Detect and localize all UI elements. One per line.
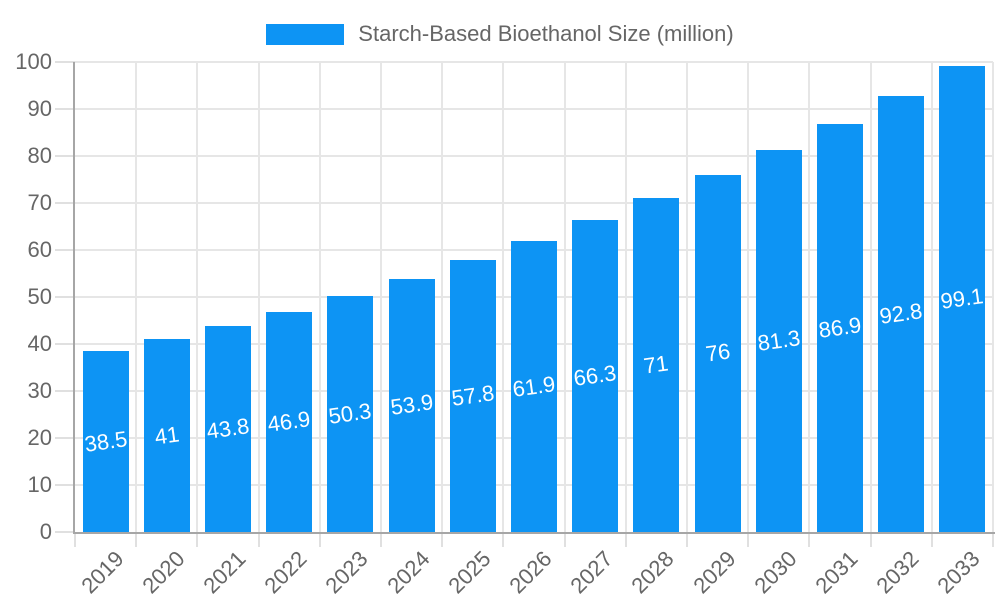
x-axis-tick-label: 2021: [198, 546, 251, 599]
y-axis-tick: [55, 249, 75, 251]
x-axis-tick-label: 2027: [565, 546, 618, 599]
gridline-vertical: [441, 62, 444, 532]
bar-2030[interactable]: [755, 149, 802, 532]
gridline-vertical: [502, 62, 505, 532]
y-axis-tick-label: 0: [39, 519, 52, 544]
x-axis-tick: [930, 532, 933, 547]
gridline-vertical: [563, 62, 566, 532]
y-axis-tick: [55, 61, 75, 63]
bar-2025[interactable]: [449, 260, 496, 532]
x-axis-tick: [502, 532, 505, 547]
bar-2033[interactable]: [939, 66, 986, 532]
x-axis-tick: [992, 532, 994, 547]
x-axis-tick: [74, 532, 76, 547]
gridline-vertical: [257, 62, 260, 532]
x-axis-tick: [257, 532, 260, 547]
x-axis-tick-label: 2028: [626, 546, 680, 599]
bar-2032[interactable]: [878, 95, 925, 532]
x-axis-tick-label: 2030: [749, 546, 802, 599]
y-axis-tick-label: 50: [27, 284, 52, 309]
y-axis-tick-label: 80: [27, 143, 52, 168]
bar-2019[interactable]: [82, 351, 129, 532]
gridline-vertical: [930, 62, 933, 532]
bar-2029[interactable]: [694, 174, 741, 532]
x-axis-tick-label: 2033: [932, 546, 986, 599]
bar-2026[interactable]: [511, 241, 557, 532]
y-axis-tick: [55, 437, 75, 439]
y-axis-tick-label: 10: [27, 472, 52, 497]
bar-2020[interactable]: [143, 339, 190, 532]
gridline-vertical: [686, 62, 688, 532]
bar-value-label: 38.5: [82, 425, 129, 457]
x-axis-tick: [441, 532, 444, 547]
y-axis-tick: [55, 202, 75, 204]
gridline-horizontal: [75, 108, 993, 110]
y-axis-tick-label: 60: [27, 237, 52, 262]
y-axis-tick-label: 100: [15, 49, 52, 74]
x-axis-tick-label: 2026: [504, 546, 557, 599]
gridline-vertical: [992, 62, 994, 532]
y-axis-tick-label: 20: [27, 425, 52, 450]
x-axis-tick: [196, 532, 199, 547]
gridline-vertical: [135, 62, 138, 532]
x-axis-tick-label: 2022: [259, 546, 312, 599]
gridline-vertical: [196, 62, 199, 532]
gridline-vertical: [380, 62, 382, 532]
y-axis-tick: [55, 484, 75, 486]
bar-2023[interactable]: [327, 295, 374, 532]
bar-value-label: 41: [152, 421, 181, 450]
x-axis-tick-label: 2029: [687, 546, 741, 599]
gridline-vertical: [318, 62, 321, 532]
y-axis-tick: [55, 108, 75, 110]
y-axis-line: [73, 62, 75, 532]
y-axis-tick-label: 40: [27, 331, 52, 356]
x-axis-tick: [563, 532, 566, 547]
y-axis-tick: [55, 155, 75, 157]
legend-swatch: [266, 23, 345, 45]
x-axis-line: [73, 532, 995, 534]
x-axis-tick: [135, 532, 138, 547]
x-axis-tick-label: 2031: [810, 546, 863, 599]
x-axis-tick: [747, 532, 750, 547]
gridline-horizontal: [75, 202, 993, 204]
x-axis-tick: [380, 532, 382, 547]
x-axis-tick-label: 2024: [381, 546, 435, 599]
gridline-vertical: [747, 62, 750, 532]
legend[interactable]: Starch-Based Bioethanol Size (million): [0, 21, 1000, 47]
bar-2031[interactable]: [817, 123, 863, 532]
x-axis-tick: [318, 532, 321, 547]
x-axis-tick-label: 2025: [443, 546, 496, 599]
bar-value-label: 76: [703, 338, 732, 367]
x-axis-tick: [869, 532, 872, 547]
gridline-vertical: [869, 62, 872, 532]
bar-value-label: 71: [642, 350, 671, 379]
gridline-horizontal: [75, 61, 993, 63]
y-axis-tick: [55, 390, 75, 392]
bar-2027[interactable]: [572, 220, 619, 532]
x-axis-tick-label: 2020: [137, 546, 190, 599]
bar-2022[interactable]: [266, 311, 313, 532]
bar-2021[interactable]: [205, 326, 251, 532]
x-axis-tick-label: 2019: [75, 546, 129, 599]
y-axis-tick-label: 70: [27, 190, 52, 215]
x-axis-tick: [624, 532, 627, 547]
bar-2028[interactable]: [633, 198, 680, 532]
gridline-vertical: [808, 62, 811, 532]
x-axis-tick: [686, 532, 688, 547]
legend-label: Starch-Based Bioethanol Size (million): [358, 21, 734, 46]
y-axis-tick: [55, 296, 75, 298]
y-axis-tick-label: 30: [27, 378, 52, 403]
x-axis-tick: [808, 532, 811, 547]
y-axis-tick: [55, 531, 75, 533]
gridline-vertical: [624, 62, 627, 532]
y-axis-tick: [55, 343, 75, 345]
bar-value-label: 61.9: [510, 370, 557, 402]
gridline-horizontal: [75, 155, 993, 157]
x-axis-tick-label: 2023: [320, 546, 374, 599]
y-axis-tick-label: 90: [27, 96, 52, 121]
x-axis-tick-label: 2032: [871, 546, 924, 599]
bar-2024[interactable]: [388, 278, 435, 532]
